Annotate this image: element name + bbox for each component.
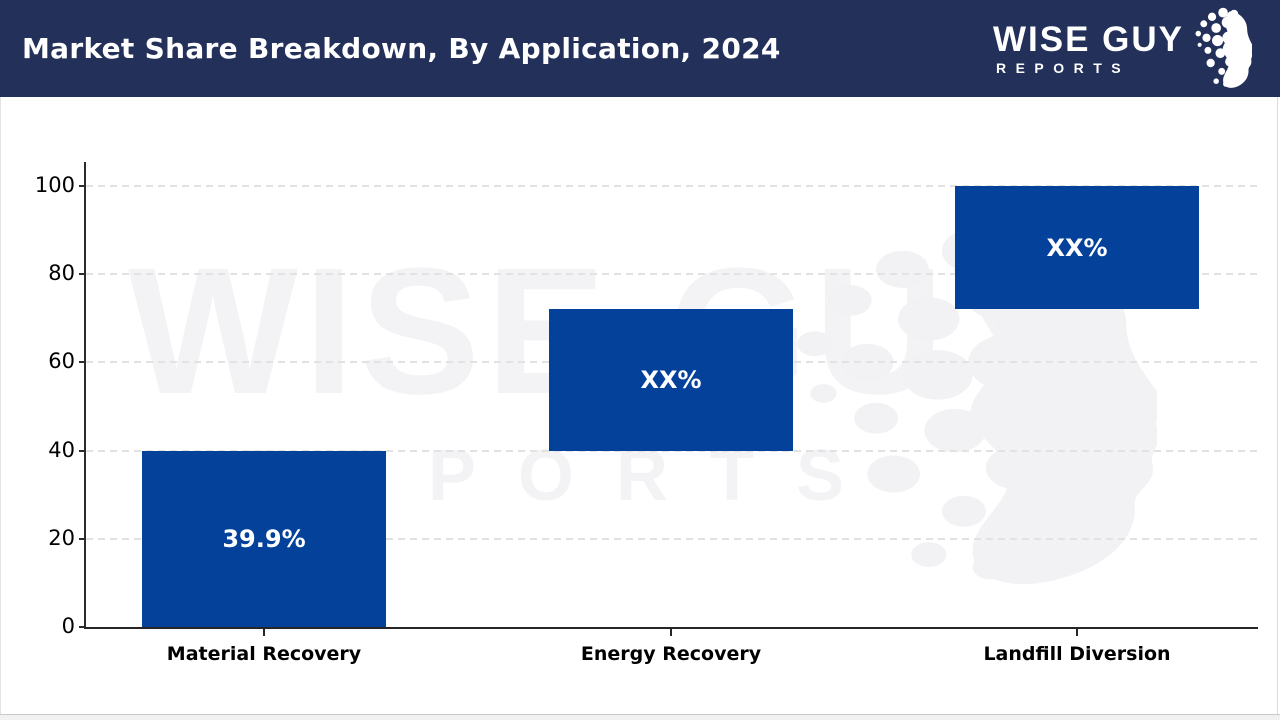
y-axis-tick — [79, 185, 86, 187]
y-axis-tick — [79, 361, 86, 364]
y-gridline — [86, 273, 1258, 276]
y-axis-tick-label: 20 — [48, 525, 75, 550]
x-axis-tick — [263, 629, 265, 636]
brand-subtitle: REPORTS — [995, 60, 1131, 76]
x-axis-line — [84, 627, 1258, 629]
y-gridline — [86, 449, 1258, 452]
market-share-bar: XX% — [549, 309, 793, 451]
y-axis-tick-label: 0 — [61, 614, 75, 638]
x-axis-category-label: Energy Recovery — [580, 643, 762, 665]
y-gridline — [86, 185, 1258, 187]
page-left-edge — [0, 97, 1, 715]
x-axis-tick — [670, 629, 672, 636]
y-gridline — [86, 537, 1258, 540]
brand-name: WISE GUY — [992, 20, 1184, 59]
y-axis-tick-label: 60 — [48, 349, 75, 374]
x-axis-tick — [1076, 629, 1078, 636]
y-axis-tick — [79, 273, 86, 276]
y-axis-tick — [79, 537, 86, 540]
y-axis-tick-label: 100 — [34, 173, 75, 197]
bar-value-label: XX% — [1046, 233, 1108, 262]
page-bottom-divider — [0, 714, 1280, 720]
y-axis-tick — [79, 626, 86, 628]
page-title: Market Share Breakdown, By Application, … — [22, 32, 781, 65]
page-right-edge — [1277, 97, 1278, 715]
x-axis-category-label: Landfill Diversion — [983, 643, 1171, 665]
wise-guy-head-icon — [1195, 7, 1252, 88]
brand-logo: WISE GUY REPORTS — [993, 7, 1252, 91]
market-share-chart: 0 20 40 60 80 100 39.9% Material Recovery XX% Ene… — [0, 97, 1280, 714]
y-axis-tick-label: 40 — [48, 437, 75, 462]
x-axis-category-label: Material Recovery — [166, 643, 362, 665]
bar-value-label: 39.9% — [222, 525, 306, 553]
header-bar: Market Share Breakdown, By Application, … — [0, 0, 1280, 97]
y-axis-tick — [79, 449, 86, 452]
y-axis-tick-label: 80 — [48, 261, 75, 286]
market-share-bar: XX% — [955, 186, 1199, 310]
bar-value-label: XX% — [640, 366, 702, 395]
y-axis-line — [84, 162, 86, 629]
brand-logo-text: WISE GUY REPORTS — [993, 22, 1184, 75]
market-share-bar: 39.9% — [142, 451, 386, 627]
